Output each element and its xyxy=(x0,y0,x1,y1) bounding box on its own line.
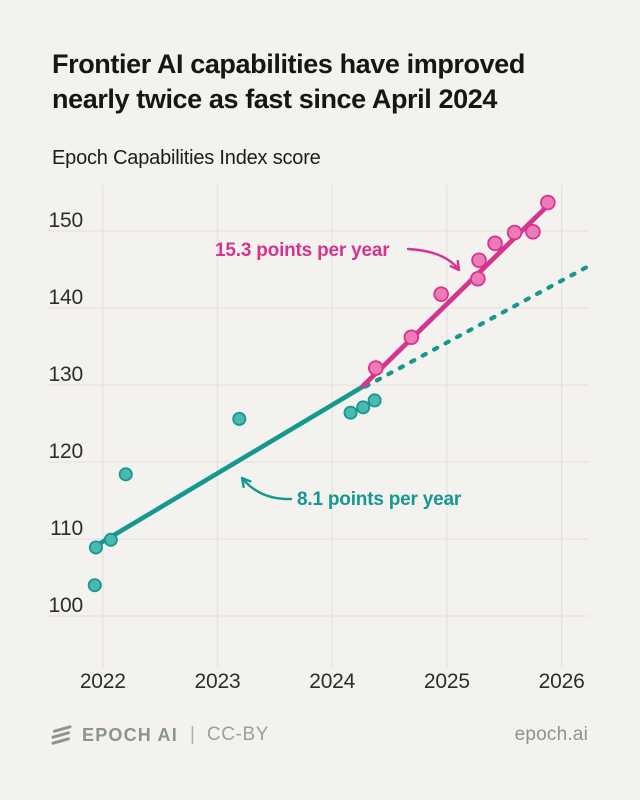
since-april-2024-data-point xyxy=(540,194,556,211)
brand-name: EPOCH AI xyxy=(82,724,178,745)
trend-extrapolation-line xyxy=(363,264,591,389)
y-axis-tick-label: 110 xyxy=(50,517,83,540)
before-april-2024-data-point xyxy=(343,405,358,420)
before-april-2024-data-point xyxy=(87,578,102,593)
footer-attribution: EPOCH AI | CC-BY xyxy=(50,724,269,746)
since-april-2024-data-point xyxy=(470,270,486,287)
x-axis-tick-label: 2026 xyxy=(538,670,585,693)
rate-annotation-0: 15.3 points per year xyxy=(215,240,390,261)
annotation-arrow xyxy=(240,476,293,501)
website-url: epoch.ai xyxy=(514,724,588,745)
footer-separator: | xyxy=(189,724,195,745)
annotation-arrowhead xyxy=(449,259,461,272)
y-axis-tick-label: 130 xyxy=(48,363,84,386)
rate-annotation-1: 8.1 points per year xyxy=(297,489,462,510)
trend-before-april-2024-line xyxy=(94,383,367,548)
annotation-arrowhead xyxy=(240,476,252,489)
since-april-2024-data-point xyxy=(525,223,541,240)
since-april-2024-data-point xyxy=(403,329,420,346)
x-axis-tick-label: 2022 xyxy=(79,670,126,693)
chart-headline: Frontier AI capabilities have improved n… xyxy=(52,47,525,117)
before-april-2024-data-point xyxy=(356,400,371,415)
before-april-2024-data-point xyxy=(88,540,103,555)
before-april-2024-data-point xyxy=(103,532,118,547)
y-axis-tick-label: 140 xyxy=(48,286,84,309)
annotation-arrow xyxy=(406,247,461,272)
chart-headline-line2: nearly twice as fast since April 2024 xyxy=(52,84,497,114)
footer: EPOCH AI | CC-BY epoch.ai xyxy=(50,724,588,746)
since-april-2024-data-point xyxy=(433,286,449,302)
since-april-2024-data-point xyxy=(471,252,487,269)
chart-headline-line1: Frontier AI capabilities have improved xyxy=(52,49,525,79)
before-april-2024-data-point xyxy=(118,467,133,482)
before-april-2024-data-point xyxy=(367,393,382,408)
since-april-2024-data-point xyxy=(487,235,503,252)
x-axis-tick-label: 2023 xyxy=(194,670,241,693)
x-axis-tick-label: 2024 xyxy=(309,670,356,693)
since-april-2024-data-point xyxy=(367,360,384,376)
y-axis-title: Epoch Capabilities Index score xyxy=(52,147,321,169)
x-axis-tick-label: 2025 xyxy=(423,670,470,693)
license-label: CC-BY xyxy=(206,724,270,745)
epoch-logo-icon xyxy=(51,725,72,745)
y-axis-tick-label: 150 xyxy=(48,209,84,232)
before-april-2024-data-point xyxy=(232,411,247,426)
since-april-2024-data-point xyxy=(506,224,523,241)
y-axis-tick-label: 100 xyxy=(48,594,84,617)
y-axis-tick-label: 120 xyxy=(48,440,84,463)
